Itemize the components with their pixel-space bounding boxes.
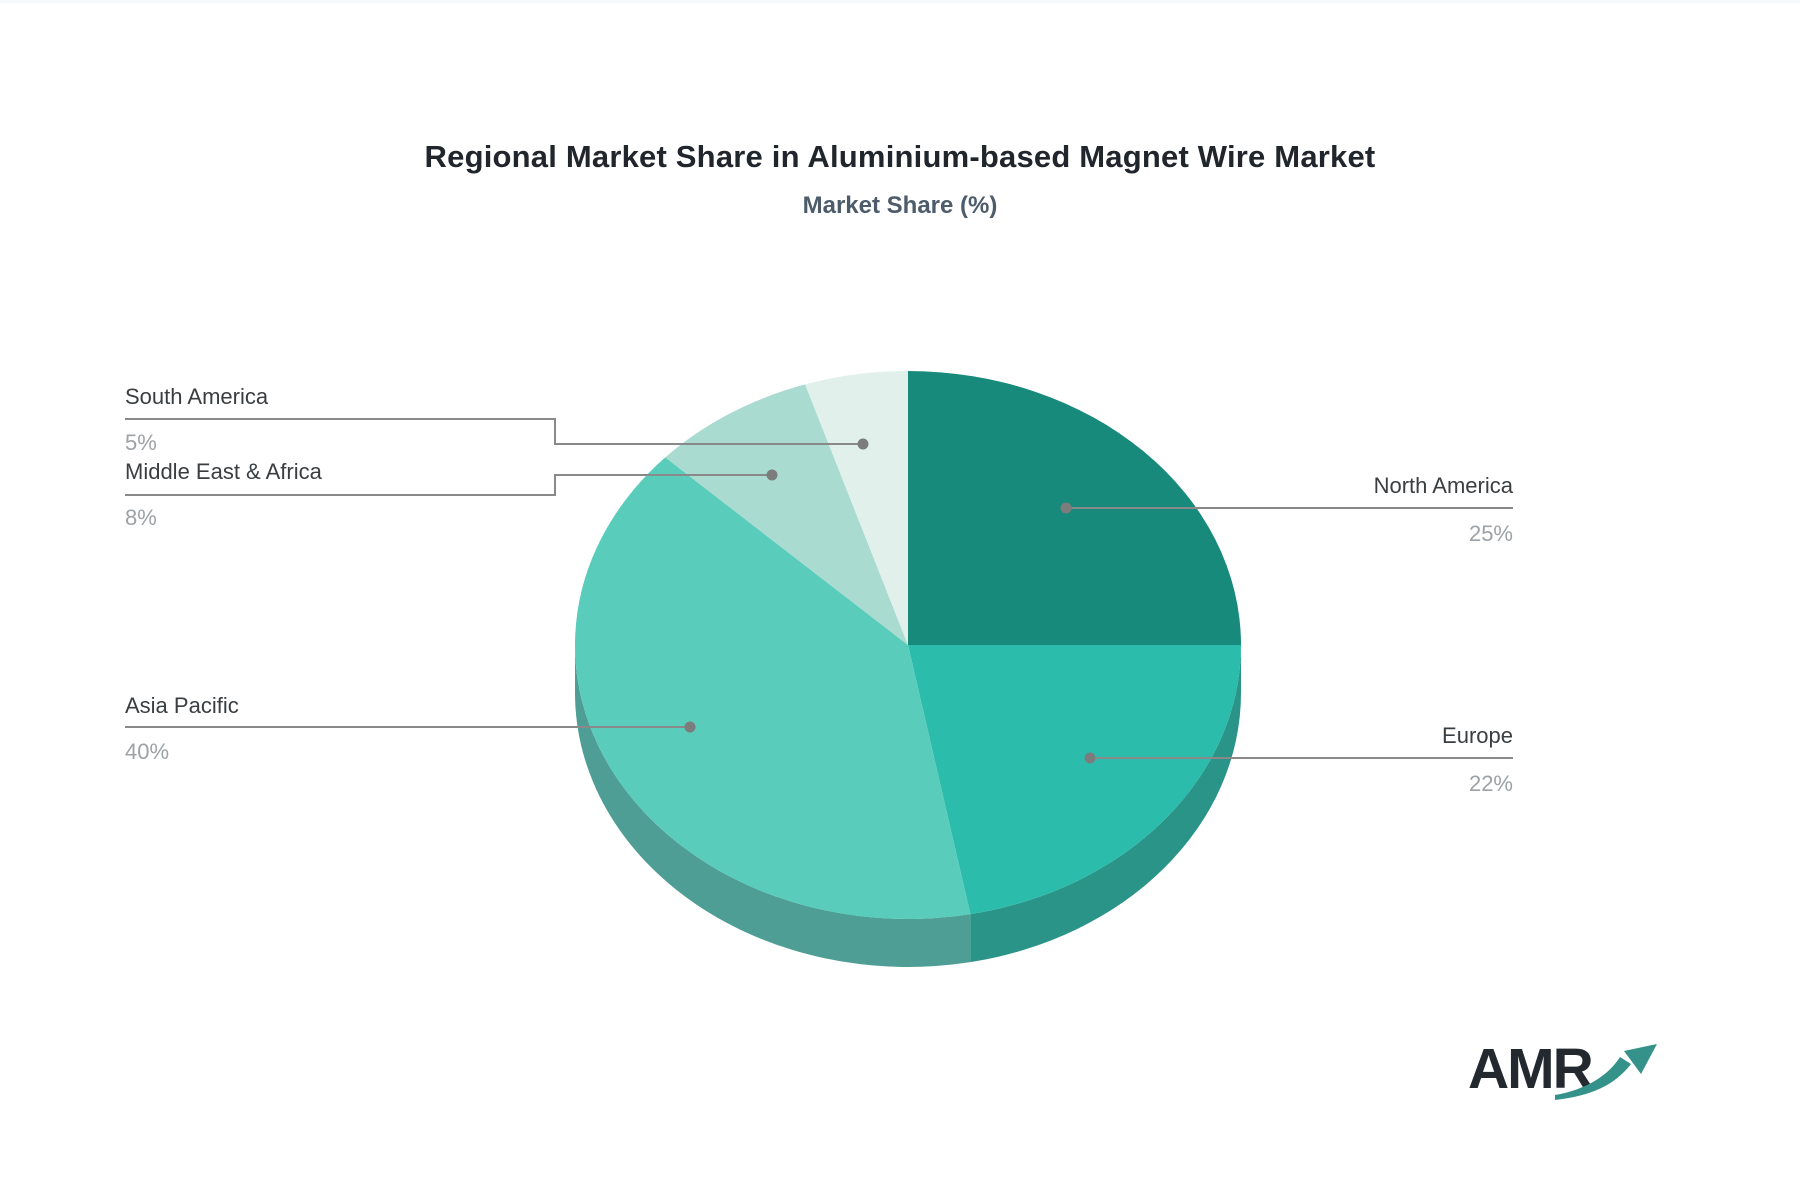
slice-pct-south-america: 5% xyxy=(125,430,157,455)
slice-pct-europe: 22% xyxy=(1468,771,1513,796)
pie-slice-asia-pacific[interactable] xyxy=(575,457,971,919)
chart-subtitle: Market Share (%) xyxy=(802,192,998,219)
slice-label-middle-east-africa: Middle East & Africa xyxy=(125,459,322,484)
slice-pct-asia-pacific: 40% xyxy=(125,739,170,764)
pie-slice-side-asia-pacific xyxy=(575,645,971,968)
pie-slice-side-europe xyxy=(970,645,1241,963)
leader-dot-north-america xyxy=(1060,502,1072,514)
pie-slice-south-america[interactable] xyxy=(805,371,908,645)
slice-pct-north-america: 25% xyxy=(1468,521,1513,546)
leader-line-middle-east-africa xyxy=(125,474,772,496)
pie-slice-europe[interactable] xyxy=(908,645,1241,915)
slice-pct-middle-east-africa: 8% xyxy=(125,505,157,530)
slice-label-north-america: North America xyxy=(1373,473,1513,498)
leader-line-south-america xyxy=(125,418,863,445)
amr-logo-text: AMR xyxy=(1468,1037,1594,1101)
leader-dot-europe xyxy=(1084,752,1096,764)
page-top-border xyxy=(0,0,1800,3)
slice-label-south-america: South America xyxy=(125,384,269,409)
leader-dot-south-america xyxy=(857,438,869,450)
slice-label-europe: Europe xyxy=(1442,723,1513,748)
chart-title: Regional Market Share in Aluminium-based… xyxy=(424,139,1376,174)
leader-dot-asia-pacific xyxy=(684,721,696,733)
growth-arrow-icon xyxy=(1555,1044,1657,1100)
pie-slice-middle-east-africa[interactable] xyxy=(665,384,908,645)
leader-dot-middle-east-africa xyxy=(766,469,778,481)
slice-label-asia-pacific: Asia Pacific xyxy=(125,693,239,718)
